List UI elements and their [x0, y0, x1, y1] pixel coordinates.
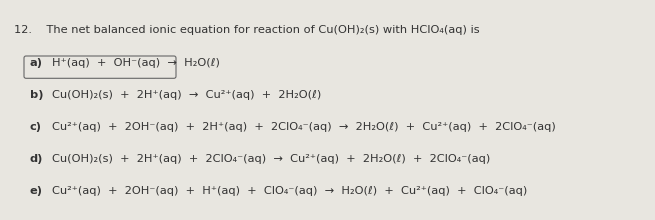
- Text: 12.    The net balanced ionic equation for reaction of Cu(OH)₂(s) with HClO₄(aq): 12. The net balanced ionic equation for …: [14, 25, 479, 35]
- Text: c): c): [30, 122, 42, 132]
- Text: Cu²⁺(aq)  +  2OH⁻(aq)  +  2H⁺(aq)  +  2ClO₄⁻(aq)  →  2H₂O(ℓ)  +  Cu²⁺(aq)  +  2C: Cu²⁺(aq) + 2OH⁻(aq) + 2H⁺(aq) + 2ClO₄⁻(a…: [52, 122, 555, 132]
- Text: e): e): [30, 186, 43, 196]
- Text: b): b): [30, 90, 43, 100]
- Text: Cu²⁺(aq)  +  2OH⁻(aq)  +  H⁺(aq)  +  ClO₄⁻(aq)  →  H₂O(ℓ)  +  Cu²⁺(aq)  +  ClO₄⁻: Cu²⁺(aq) + 2OH⁻(aq) + H⁺(aq) + ClO₄⁻(aq)…: [52, 186, 527, 196]
- Text: Cu(OH)₂(s)  +  2H⁺(aq)  →  Cu²⁺(aq)  +  2H₂O(ℓ): Cu(OH)₂(s) + 2H⁺(aq) → Cu²⁺(aq) + 2H₂O(ℓ…: [52, 90, 321, 100]
- Text: H⁺(aq)  +  OH⁻(aq)  →  H₂O(ℓ): H⁺(aq) + OH⁻(aq) → H₂O(ℓ): [52, 58, 220, 68]
- Text: a): a): [30, 58, 43, 68]
- Text: d): d): [30, 154, 43, 164]
- Text: Cu(OH)₂(s)  +  2H⁺(aq)  +  2ClO₄⁻(aq)  →  Cu²⁺(aq)  +  2H₂O(ℓ)  +  2ClO₄⁻(aq): Cu(OH)₂(s) + 2H⁺(aq) + 2ClO₄⁻(aq) → Cu²⁺…: [52, 154, 490, 164]
